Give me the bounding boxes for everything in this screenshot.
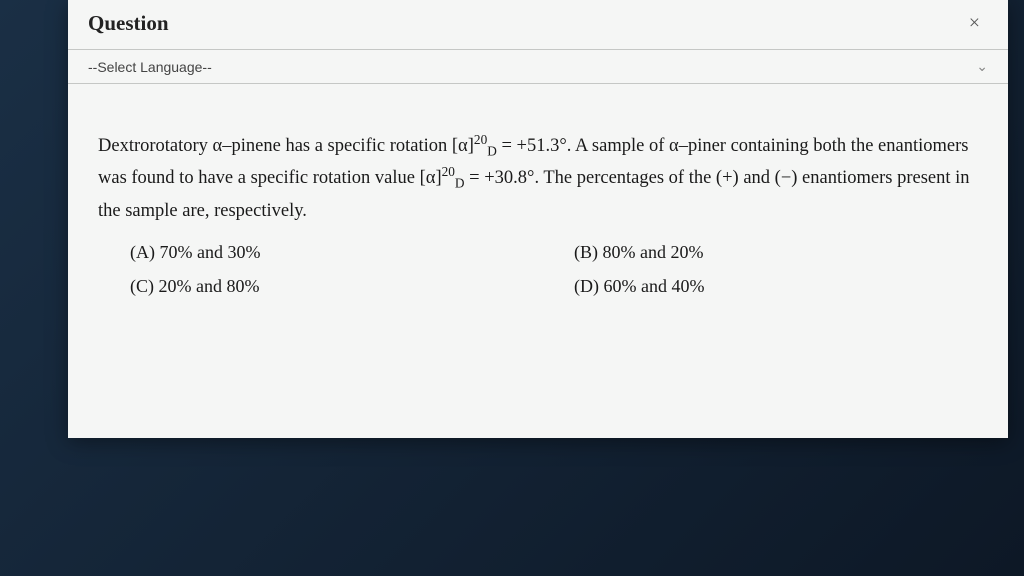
language-selector[interactable]: --Select Language-- ⌄ (68, 50, 1008, 84)
option-c[interactable]: (C) 20% and 80% (130, 271, 534, 303)
rotation-symbol-1: [α]20D = +51.3°. (452, 136, 575, 156)
rot1-open: [α] (452, 136, 474, 156)
chevron-down-icon: ⌄ (976, 58, 988, 75)
rot2-sup: 20 (442, 164, 455, 179)
question-body: Dextrorotatory α–pinene has a specific r… (68, 84, 1008, 322)
q-text-1: Dextrorotatory α–pinene has a specific r… (98, 136, 452, 156)
rot2-val: = (465, 168, 485, 188)
close-icon[interactable]: × (961, 8, 988, 39)
rot2-sub: D (455, 176, 465, 191)
rot1-sub: D (487, 144, 497, 159)
card-header: Question × (68, 0, 1008, 50)
option-b[interactable]: (B) 80% and 20% (574, 237, 978, 269)
rot2-open: [α] (420, 168, 442, 188)
q-text-2: A sample of α–piner (575, 136, 726, 156)
rotation-symbol-2: [α]20D = (420, 168, 485, 188)
option-a[interactable]: (A) 70% and 30% (130, 237, 534, 269)
rot1-val: = +51.3°. (497, 136, 575, 156)
option-d[interactable]: (D) 60% and 40% (574, 271, 978, 303)
options-grid: (A) 70% and 30% (B) 80% and 20% (C) 20% … (130, 237, 978, 302)
card-title: Question (88, 11, 169, 36)
rot1-sup: 20 (474, 132, 487, 147)
question-text: Dextrorotatory α–pinene has a specific r… (98, 130, 978, 227)
language-placeholder: --Select Language-- (88, 59, 212, 75)
question-card: Question × --Select Language-- ⌄ Dextror… (68, 0, 1008, 438)
